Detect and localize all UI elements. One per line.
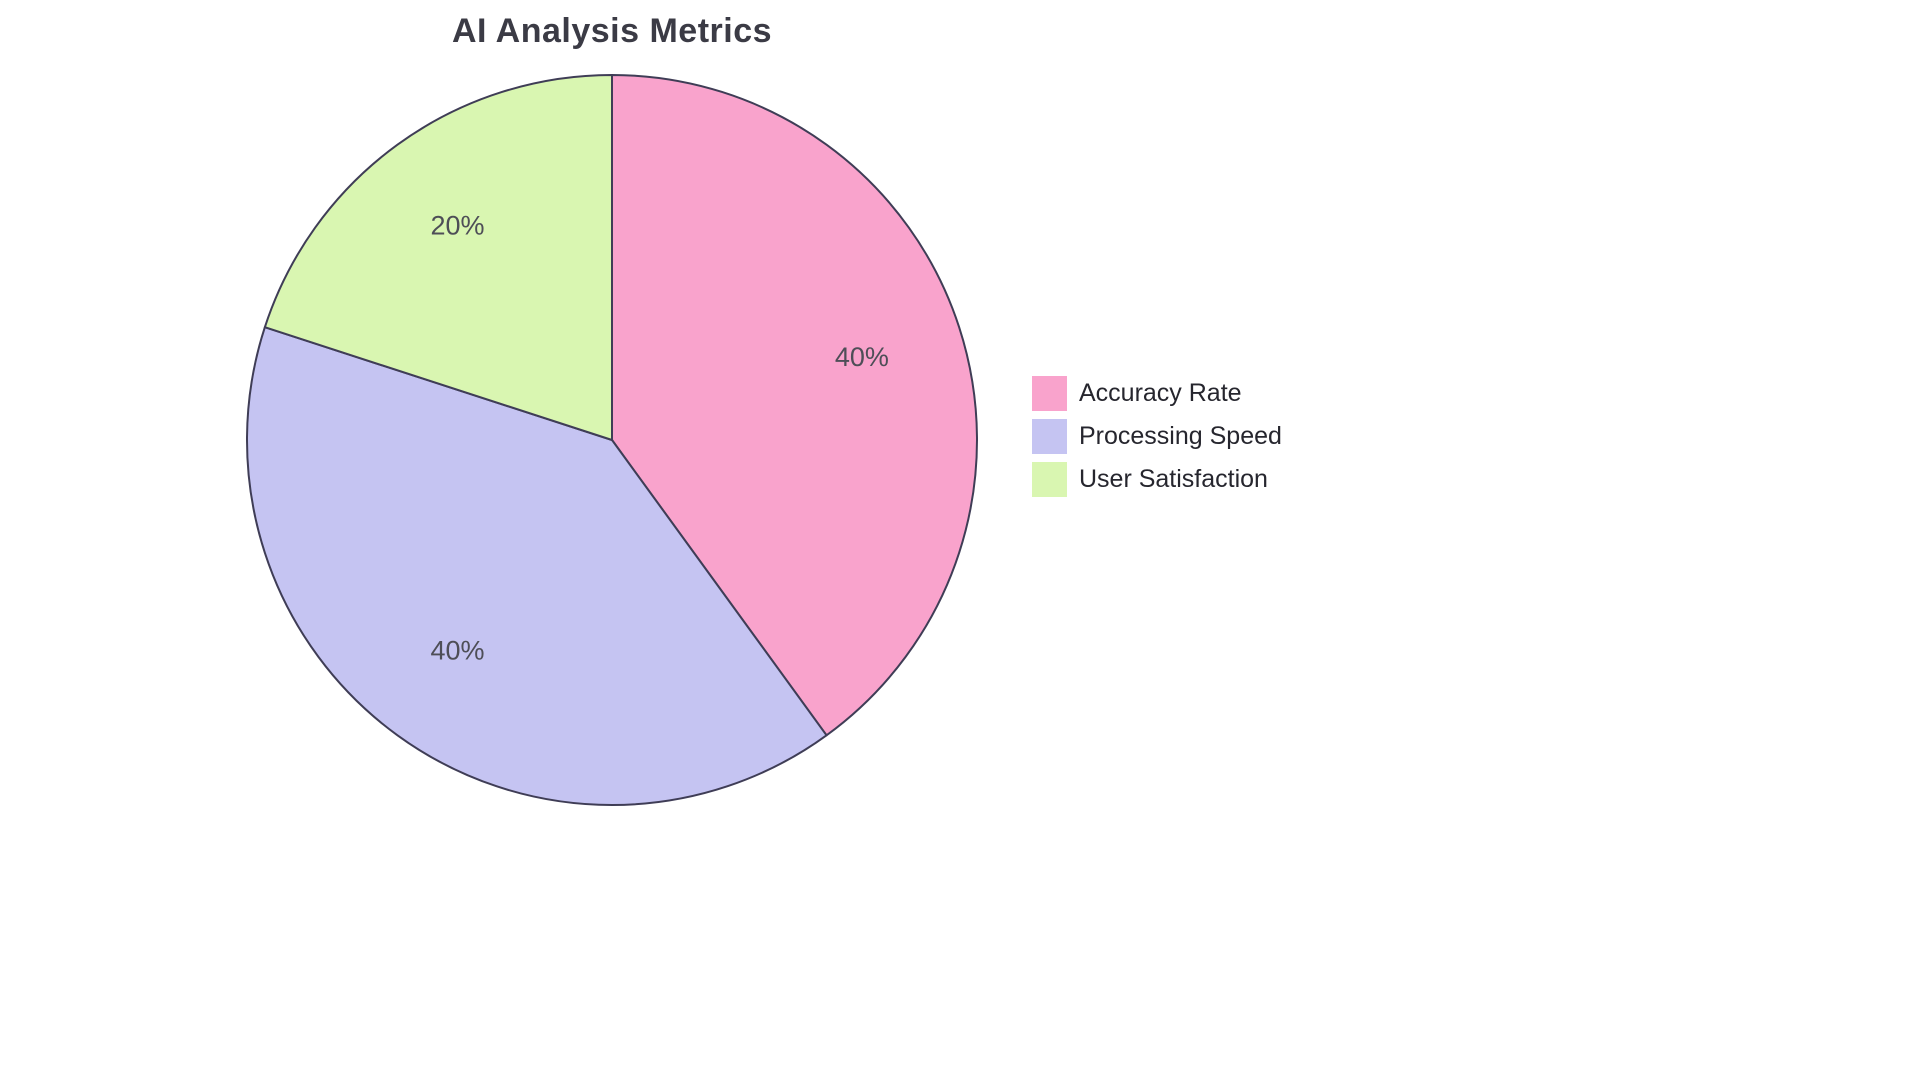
legend-item-0: Accuracy Rate [1032,376,1282,411]
slice-percentage-label: 20% [430,211,484,241]
legend-swatch-icon [1032,462,1067,497]
legend-swatch-icon [1032,419,1067,454]
pie-slice-0 [611,74,978,737]
legend-label: Accuracy Rate [1079,379,1242,407]
legend-label: User Satisfaction [1079,465,1268,493]
legend-swatch-icon [1032,376,1067,411]
legend-item-1: Processing Speed [1032,419,1282,454]
slice-percentage-label: 40% [430,636,484,666]
legend-item-2: User Satisfaction [1032,462,1282,497]
slice-percentage-label: 40% [835,342,889,372]
pie-slice-1 [246,326,828,806]
legend: Accuracy Rate Processing Speed User Satisf… [1032,376,1282,497]
legend-label: Processing Speed [1079,422,1282,450]
chart-title: AI Analysis Metrics [451,12,773,50]
pie-slice-2 [263,74,613,441]
